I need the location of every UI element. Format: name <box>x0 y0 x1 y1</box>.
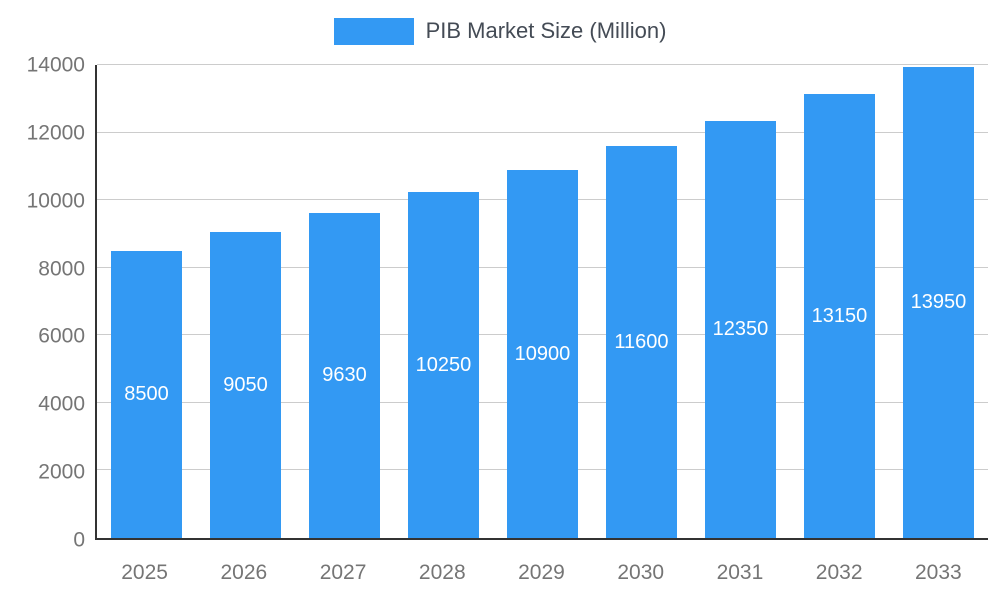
plot-area: 8500 9050 9630 10250 10900 11600 12350 13150 139… <box>95 64 988 540</box>
bar-value-label-2028: 10250 <box>415 353 472 376</box>
x-tick-label-2033: 2033 <box>915 561 962 584</box>
bar-slot-2025: 8500 <box>97 65 196 538</box>
x-tick-label-2027: 2027 <box>319 561 367 584</box>
bar-slot-2028: 10250 <box>394 65 493 538</box>
x-axis: 2025 2026 2027 2028 2029 2030 2031 2032 2033 <box>95 558 988 588</box>
x-tick-label-2031: 2031 <box>716 561 764 584</box>
bar-value-label-2031: 12350 <box>712 318 769 341</box>
bar-value-label-2029: 10900 <box>514 342 571 365</box>
bar-value-label-2030: 11600 <box>614 331 669 354</box>
bar-value-label-2026: 9050 <box>223 374 268 397</box>
bar-value-label-2027: 9630 <box>322 364 367 387</box>
x-tick-label-2030: 2030 <box>617 561 665 584</box>
bar-2032: 13150 <box>803 93 876 538</box>
x-tick-label-2028: 2028 <box>418 561 466 584</box>
bar-slot-2029: 10900 <box>493 65 592 538</box>
bar-value-label-2025: 8500 <box>124 383 169 406</box>
bar-value-label-2033: 13950 <box>910 291 967 314</box>
bar-value-label-2032: 13150 <box>811 304 868 327</box>
bar-2026: 9050 <box>209 232 282 538</box>
x-tick-label-2029: 2029 <box>518 561 565 584</box>
y-tick-label-2000: 2000 <box>38 460 85 484</box>
y-tick-label-12000: 12000 <box>26 121 85 145</box>
bars-container: 8500 9050 9630 10250 10900 11600 12350 13150 139… <box>97 65 988 538</box>
bar-2028: 10250 <box>407 191 480 538</box>
bar-slot-2030: 11600 <box>592 65 691 538</box>
y-tick-label-4000: 4000 <box>38 392 85 416</box>
bar-2030: 11600 <box>605 146 678 538</box>
y-tick-label-14000: 14000 <box>26 53 85 77</box>
bar-slot-2032: 13150 <box>790 65 889 538</box>
y-tick-label-8000: 8000 <box>38 257 85 281</box>
y-tick-label-0: 0 <box>73 528 85 552</box>
y-tick-label-6000: 6000 <box>38 324 85 348</box>
y-axis: 0 2000 4000 6000 8000 10000 12000 14000 <box>0 55 85 551</box>
gridline-14000 <box>97 64 988 65</box>
bar-slot-2033: 13950 <box>889 65 988 538</box>
bar-slot-2026: 9050 <box>196 65 295 538</box>
x-tick-label-2032: 2032 <box>815 561 863 584</box>
bar-2027: 9630 <box>308 212 381 538</box>
legend: PIB Market Size (Million) <box>0 16 1000 46</box>
y-tick-label-10000: 10000 <box>26 189 85 213</box>
gridline-12000 <box>97 131 988 133</box>
bar-2025: 8500 <box>110 250 183 538</box>
bar-2031: 12350 <box>704 120 777 538</box>
legend-label: PIB Market Size (Million) <box>425 18 667 43</box>
bar-slot-2027: 9630 <box>295 65 394 538</box>
bar-slot-2031: 12350 <box>691 65 790 538</box>
x-tick-label-2026: 2026 <box>220 561 268 584</box>
bar-2029: 10900 <box>506 169 579 538</box>
x-tick-label-2025: 2025 <box>121 561 168 584</box>
legend-swatch <box>333 17 414 45</box>
bar-2033: 13950 <box>902 66 975 538</box>
